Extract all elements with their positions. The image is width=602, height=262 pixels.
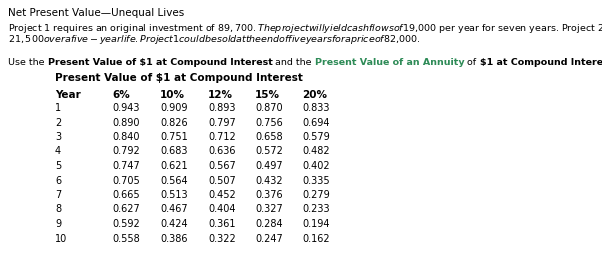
Text: 5: 5	[55, 161, 61, 171]
Text: 0.402: 0.402	[302, 161, 330, 171]
Text: 0.404: 0.404	[208, 205, 235, 215]
Text: 12%: 12%	[208, 90, 233, 100]
Text: 0.893: 0.893	[208, 103, 235, 113]
Text: 0.194: 0.194	[302, 219, 329, 229]
Text: 0.592: 0.592	[112, 219, 140, 229]
Text: 0.621: 0.621	[160, 161, 188, 171]
Text: 0.943: 0.943	[112, 103, 140, 113]
Text: 0.909: 0.909	[160, 103, 187, 113]
Text: 0.840: 0.840	[112, 132, 140, 142]
Text: 0.376: 0.376	[255, 190, 282, 200]
Text: 0.705: 0.705	[112, 176, 140, 185]
Text: 0.162: 0.162	[302, 233, 330, 243]
Text: 0.756: 0.756	[255, 117, 283, 128]
Text: 0.747: 0.747	[112, 161, 140, 171]
Text: 0.361: 0.361	[208, 219, 235, 229]
Text: 0.513: 0.513	[160, 190, 188, 200]
Text: 0.335: 0.335	[302, 176, 330, 185]
Text: 9: 9	[55, 219, 61, 229]
Text: Project 1 requires an original investment of $89,700. The project will yield cas: Project 1 requires an original investmen…	[8, 22, 602, 35]
Text: 0.564: 0.564	[160, 176, 188, 185]
Text: 0.432: 0.432	[255, 176, 282, 185]
Text: 0.322: 0.322	[208, 233, 236, 243]
Text: 6%: 6%	[112, 90, 130, 100]
Text: 0.558: 0.558	[112, 233, 140, 243]
Text: $1 at Compound Interest: $1 at Compound Interest	[480, 58, 602, 67]
Text: 0.279: 0.279	[302, 190, 330, 200]
Text: Net Present Value—Unequal Lives: Net Present Value—Unequal Lives	[8, 8, 184, 18]
Text: 15%: 15%	[255, 90, 280, 100]
Text: 0.233: 0.233	[302, 205, 330, 215]
Text: Present Value of $1 at Compound Interest: Present Value of $1 at Compound Interest	[48, 58, 272, 67]
Text: 0.497: 0.497	[255, 161, 282, 171]
Text: 0.567: 0.567	[208, 161, 236, 171]
Text: 0.467: 0.467	[160, 205, 188, 215]
Text: 0.627: 0.627	[112, 205, 140, 215]
Text: 0.792: 0.792	[112, 146, 140, 156]
Text: and the: and the	[272, 58, 315, 67]
Text: 0.507: 0.507	[208, 176, 236, 185]
Text: 0.327: 0.327	[255, 205, 283, 215]
Text: 0.870: 0.870	[255, 103, 282, 113]
Text: 3: 3	[55, 132, 61, 142]
Text: 8: 8	[55, 205, 61, 215]
Text: Present Value of an Annuity: Present Value of an Annuity	[315, 58, 465, 67]
Text: 0.284: 0.284	[255, 219, 282, 229]
Text: 0.797: 0.797	[208, 117, 236, 128]
Text: of: of	[465, 58, 480, 67]
Text: 0.386: 0.386	[160, 233, 187, 243]
Text: 10: 10	[55, 233, 67, 243]
Text: Present Value of $1 at Compound Interest: Present Value of $1 at Compound Interest	[55, 73, 303, 83]
Text: 0.751: 0.751	[160, 132, 188, 142]
Text: 0.683: 0.683	[160, 146, 187, 156]
Text: Use the: Use the	[8, 58, 48, 67]
Text: Year: Year	[55, 90, 81, 100]
Text: 0.826: 0.826	[160, 117, 188, 128]
Text: 6: 6	[55, 176, 61, 185]
Text: 10%: 10%	[160, 90, 185, 100]
Text: 0.572: 0.572	[255, 146, 283, 156]
Text: 2: 2	[55, 117, 61, 128]
Text: 0.890: 0.890	[112, 117, 140, 128]
Text: 7: 7	[55, 190, 61, 200]
Text: 4: 4	[55, 146, 61, 156]
Text: 0.694: 0.694	[302, 117, 329, 128]
Text: 0.833: 0.833	[302, 103, 329, 113]
Text: 1: 1	[55, 103, 61, 113]
Text: 0.665: 0.665	[112, 190, 140, 200]
Text: 20%: 20%	[302, 90, 327, 100]
Text: $21,500 over a five-year life. Project 1 could be sold at the end of five years : $21,500 over a five-year life. Project 1…	[8, 33, 420, 46]
Text: 0.579: 0.579	[302, 132, 330, 142]
Text: 0.247: 0.247	[255, 233, 283, 243]
Text: 0.452: 0.452	[208, 190, 236, 200]
Text: 0.424: 0.424	[160, 219, 188, 229]
Text: 0.712: 0.712	[208, 132, 236, 142]
Text: 0.482: 0.482	[302, 146, 330, 156]
Text: 0.636: 0.636	[208, 146, 235, 156]
Text: 0.658: 0.658	[255, 132, 282, 142]
